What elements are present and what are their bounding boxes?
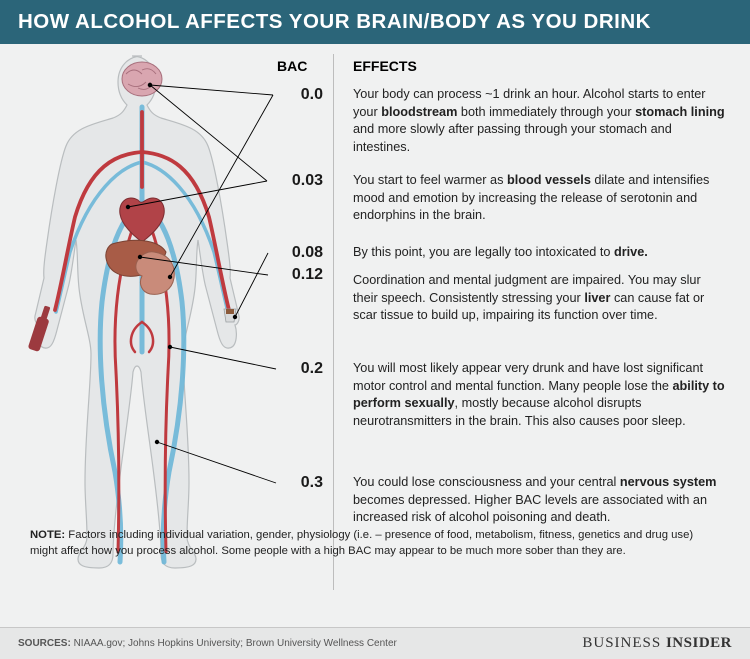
effect-description: Your body can process ~1 drink an hour. …: [353, 86, 725, 156]
effect-description: By this point, you are legally too intox…: [353, 244, 725, 262]
sources-body: NIAAA.gov; Johns Hopkins University; Bro…: [74, 638, 397, 649]
column-header-bac: BAC: [277, 58, 307, 74]
column-divider: [333, 54, 334, 590]
note-body: Factors including individual variation, …: [30, 529, 693, 557]
bac-value: 0.03: [273, 172, 323, 190]
sources-text: SOURCES: NIAAA.gov; Johns Hopkins Univer…: [18, 638, 397, 649]
infographic-container: HOW ALCOHOL AFFECTS YOUR BRAIN/BODY AS Y…: [0, 0, 750, 659]
effect-description: You could lose consciousness and your ce…: [353, 474, 725, 527]
body-anatomy-illustration: [20, 52, 265, 597]
note-label: NOTE:: [30, 529, 65, 541]
bac-value: 0.12: [273, 266, 323, 284]
bac-value: 0.08: [273, 244, 323, 262]
footer-bar: SOURCES: NIAAA.gov; Johns Hopkins Univer…: [0, 627, 750, 659]
shot-glass-icon: [224, 309, 236, 322]
bac-value: 0.2: [273, 360, 323, 378]
bac-value: 0.3: [273, 474, 323, 492]
brand-logo: BUSINESS INSIDER: [582, 635, 732, 652]
column-header-effects: EFFECTS: [353, 58, 417, 74]
stomach-organ: [136, 252, 174, 295]
brand-word-1: BUSINESS: [582, 635, 661, 651]
effect-description: You will most likely appear very drunk a…: [353, 360, 725, 430]
brand-word-2: INSIDER: [666, 635, 732, 651]
effect-description: Coordination and mental judgment are imp…: [353, 272, 725, 325]
bac-value: 0.0: [273, 86, 323, 104]
header-bar: HOW ALCOHOL AFFECTS YOUR BRAIN/BODY AS Y…: [0, 0, 750, 44]
page-title: HOW ALCOHOL AFFECTS YOUR BRAIN/BODY AS Y…: [18, 10, 651, 33]
brain-organ: [122, 62, 162, 96]
effect-description: You start to feel warmer as blood vessel…: [353, 172, 725, 225]
content-area: BAC EFFECTS 0.0 Your body can process ~1 …: [0, 44, 750, 607]
sources-label: SOURCES:: [18, 638, 71, 649]
note-text: NOTE: Factors including individual varia…: [30, 528, 720, 560]
